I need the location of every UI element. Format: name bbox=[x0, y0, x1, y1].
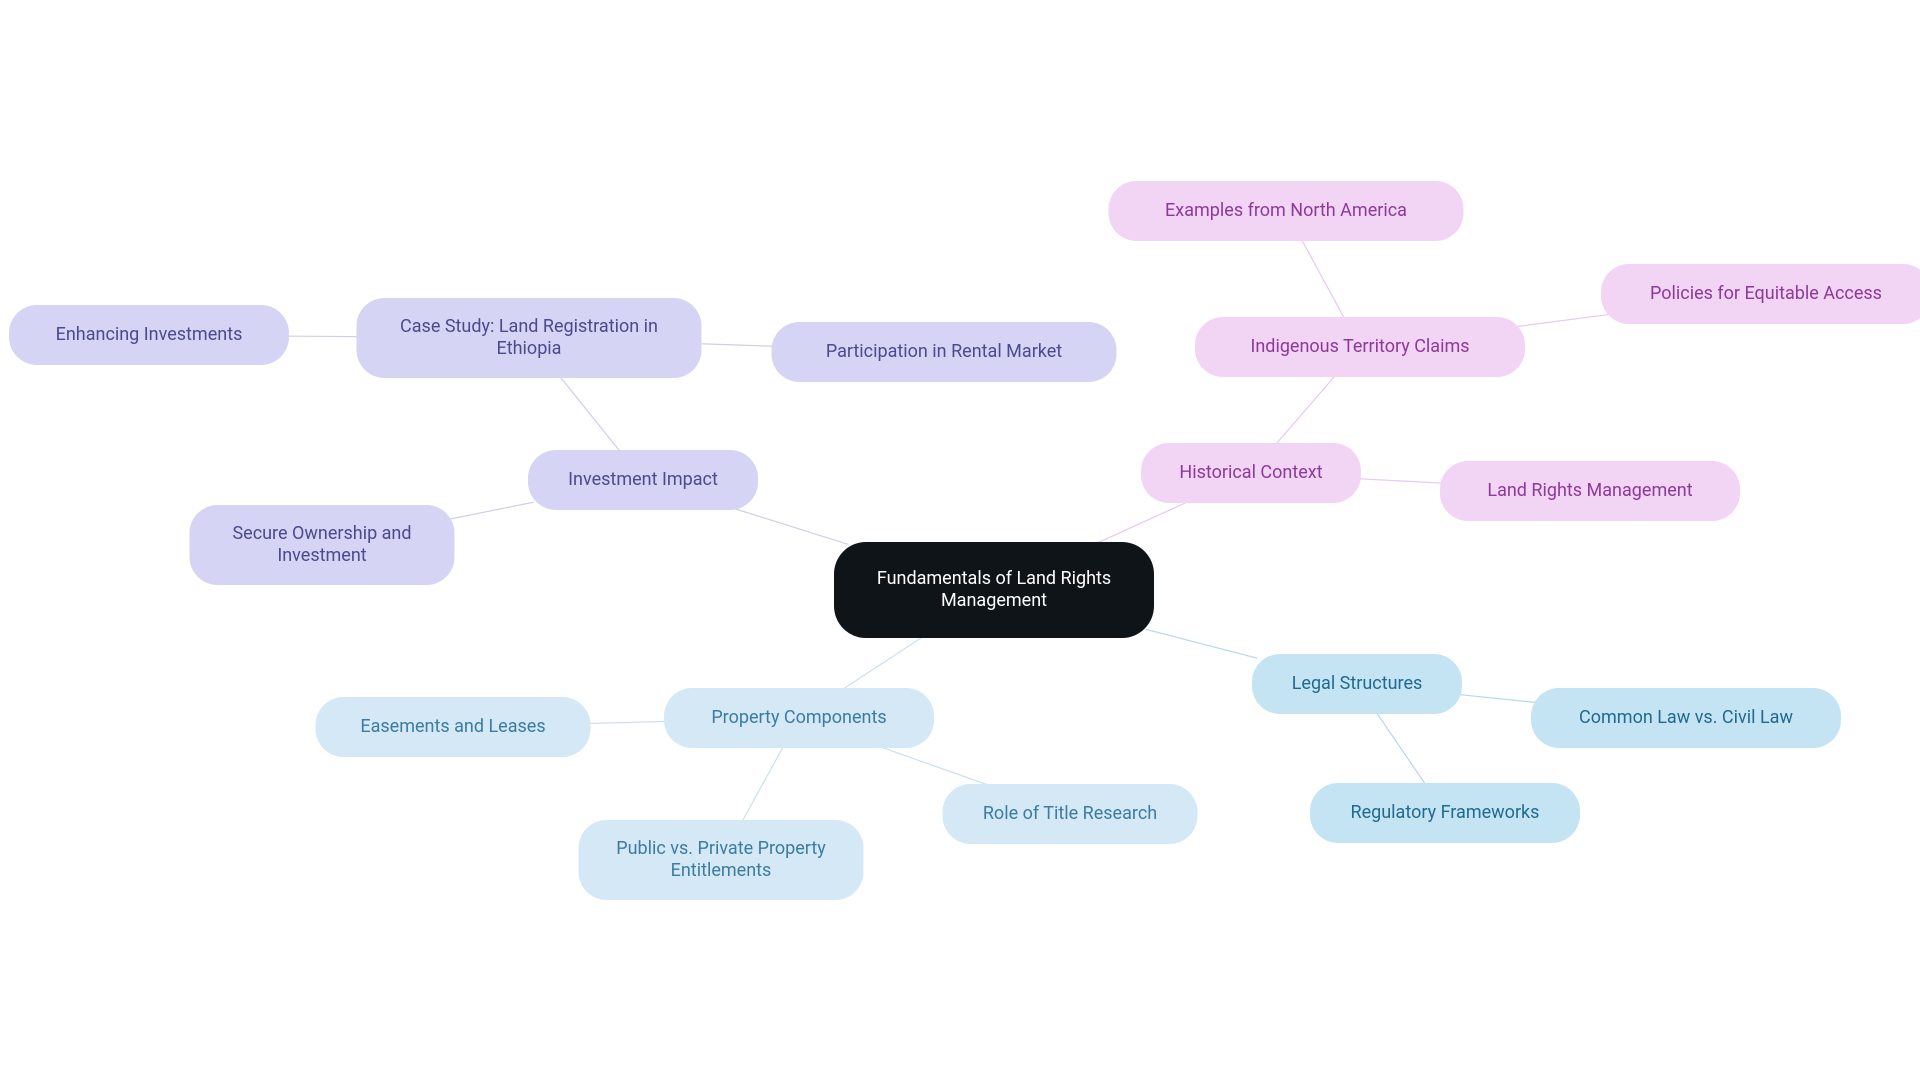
node-legal-structures[interactable]: Legal Structures bbox=[1252, 654, 1462, 714]
node-root[interactable]: Fundamentals of Land Rights Management bbox=[834, 542, 1154, 638]
node-secure-ownership[interactable]: Secure Ownership and Investment bbox=[190, 505, 455, 585]
node-land-rights-mgmt[interactable]: Land Rights Management bbox=[1440, 461, 1740, 521]
node-investment-impact[interactable]: Investment Impact bbox=[528, 450, 758, 510]
node-participation-rental[interactable]: Participation in Rental Market bbox=[772, 322, 1117, 382]
node-historical-context[interactable]: Historical Context bbox=[1141, 443, 1361, 503]
node-easements-leases[interactable]: Easements and Leases bbox=[316, 697, 591, 757]
node-examples-north-america[interactable]: Examples from North America bbox=[1109, 181, 1464, 241]
mindmap-canvas: Fundamentals of Land Rights Management H… bbox=[0, 0, 1920, 1083]
node-case-study-ethiopia[interactable]: Case Study: Land Registration in Ethiopi… bbox=[357, 298, 702, 378]
node-common-vs-civil[interactable]: Common Law vs. Civil Law bbox=[1531, 688, 1841, 748]
node-enhancing-investments[interactable]: Enhancing Investments bbox=[9, 305, 289, 365]
node-policies-equitable[interactable]: Policies for Equitable Access bbox=[1601, 264, 1920, 324]
node-public-vs-private[interactable]: Public vs. Private Property Entitlements bbox=[579, 820, 864, 900]
node-regulatory-frameworks[interactable]: Regulatory Frameworks bbox=[1310, 783, 1580, 843]
node-role-title-research[interactable]: Role of Title Research bbox=[943, 784, 1198, 844]
node-property-components[interactable]: Property Components bbox=[664, 688, 934, 748]
node-indigenous-claims[interactable]: Indigenous Territory Claims bbox=[1195, 317, 1525, 377]
